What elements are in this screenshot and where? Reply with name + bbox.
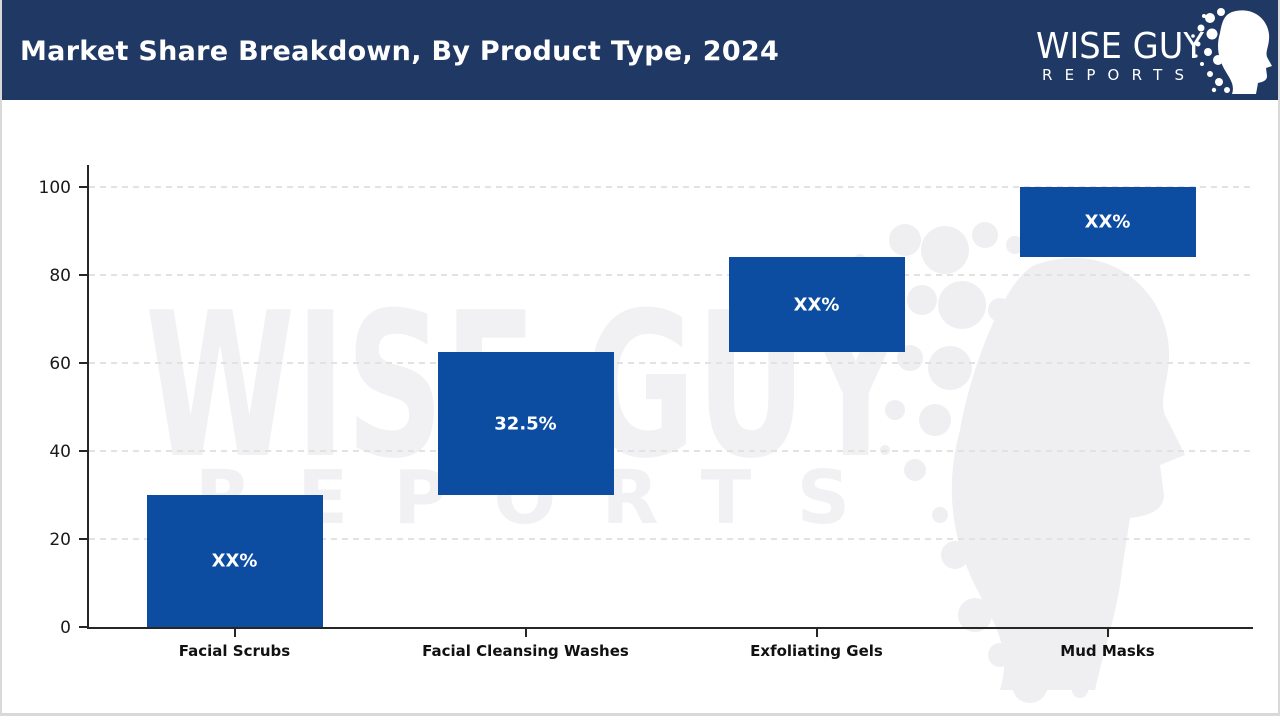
logo-sub-wordmark: REPORTS bbox=[1042, 66, 1194, 84]
bar-mud-masks: XX% bbox=[1019, 187, 1196, 258]
y-tick-mark bbox=[79, 450, 87, 452]
y-axis-tick-label: 0 bbox=[60, 618, 71, 638]
header: Market Share Breakdown, By Product Type,… bbox=[0, 0, 1280, 100]
y-tick-mark bbox=[79, 538, 87, 540]
logo-face-icon bbox=[1191, 8, 1272, 95]
x-axis-spine bbox=[87, 627, 1253, 629]
y-tick-mark bbox=[79, 186, 87, 188]
bar-exfoliating-gels: XX% bbox=[728, 257, 905, 352]
x-axis-label-facial-scrubs: Facial Scrubs bbox=[178, 642, 291, 660]
gridline-40 bbox=[89, 450, 1253, 452]
gridline-20 bbox=[89, 538, 1253, 540]
bar-value-label: XX% bbox=[793, 294, 840, 316]
y-axis-tick-label: 100 bbox=[38, 178, 71, 198]
gridline-60 bbox=[89, 362, 1253, 364]
watermark-face-icon bbox=[854, 222, 1185, 703]
plot-area: 0 20 40 60 80 100 XX% Facial Scrubs 32.5% Facial … bbox=[39, 165, 1253, 660]
bar-value-label: 32.5% bbox=[494, 413, 557, 434]
bar-facial-scrubs: XX% bbox=[146, 495, 323, 627]
bar-facial-cleansing-washes: 32.5% bbox=[437, 352, 614, 495]
bar-value-label: XX% bbox=[1084, 211, 1131, 233]
x-tick-mark bbox=[524, 629, 527, 637]
y-tick-mark bbox=[79, 274, 87, 276]
y-axis-tick-label: 20 bbox=[49, 530, 71, 550]
gridline-80 bbox=[89, 274, 1253, 276]
wise-guy-logo: WISE GUY REPORTS bbox=[1036, 8, 1272, 95]
gridline-100 bbox=[89, 186, 1253, 188]
y-axis-tick-label: 80 bbox=[49, 266, 71, 286]
y-axis-tick-label: 40 bbox=[49, 442, 71, 462]
x-tick-mark bbox=[1106, 629, 1109, 637]
x-axis-label-exfoliating-gels: Exfoliating Gels bbox=[750, 642, 883, 660]
x-tick-mark bbox=[815, 629, 818, 637]
y-tick-mark bbox=[79, 362, 87, 364]
x-axis-label-mud-masks: Mud Masks bbox=[1060, 642, 1155, 660]
x-tick-mark bbox=[233, 629, 236, 637]
logo-wordmark: WISE GUY bbox=[1036, 26, 1205, 67]
y-tick-mark bbox=[79, 626, 87, 628]
x-axis-label-facial-cleansing-washes: Facial Cleansing Washes bbox=[422, 642, 629, 660]
y-axis-spine bbox=[87, 165, 89, 629]
y-axis-tick-label: 60 bbox=[49, 354, 71, 374]
chart-title: Market Share Breakdown, By Product Type,… bbox=[20, 36, 780, 67]
bar-value-label: XX% bbox=[211, 550, 258, 572]
